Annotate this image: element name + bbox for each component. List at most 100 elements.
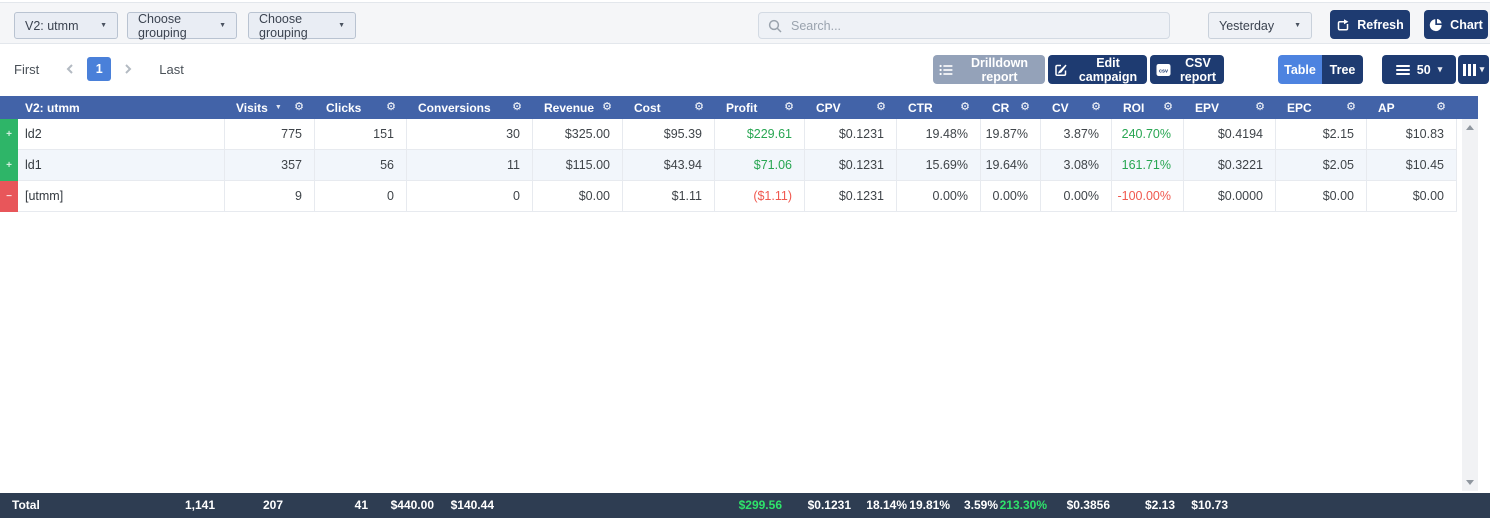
column-settings-gear-icon[interactable]: ⚙ — [512, 101, 522, 113]
column-settings-gear-icon[interactable]: ⚙ — [694, 101, 704, 113]
refresh-button-label: Refresh — [1357, 17, 1404, 32]
total-epv: $0.3856 — [1066, 498, 1110, 512]
columns-icon — [1462, 63, 1476, 76]
vertical-scrollbar[interactable] — [1462, 119, 1478, 491]
cell-cpv: $0.1231 — [805, 181, 897, 212]
drilldown-report-label: Drilldown report — [971, 55, 1028, 84]
column-header-cv[interactable]: CV ⚙ — [1041, 96, 1112, 119]
edit-icon — [1054, 63, 1068, 77]
column-settings-gear-icon[interactable]: ⚙ — [294, 101, 304, 113]
column-header-epc[interactable]: EPC ⚙ — [1276, 96, 1367, 119]
column-header-ctr[interactable]: CTR ⚙ — [897, 96, 981, 119]
row-name-cell: + ld1 — [0, 149, 225, 181]
total-visits: 1,141 — [184, 498, 215, 512]
pagination-page-1[interactable]: 1 — [87, 57, 112, 81]
column-header-roi[interactable]: ROI ⚙ — [1112, 96, 1184, 119]
row-name: [utmm] — [25, 189, 64, 203]
cell-ctr: 0.00% — [897, 181, 981, 212]
total-row: Total 1,141 207 41 $440.00 $140.44 $299.56 $0.… — [0, 493, 1490, 518]
table-row-utmm[interactable]: − [utmm] 9 0 0 $0.00 $1.11 ($1.11) $0.1231 0.00% 0… — [0, 180, 1457, 212]
column-header-profit[interactable]: Profit ⚙ — [715, 96, 805, 119]
list-icon — [939, 63, 953, 77]
edit-campaign-button[interactable]: Edit campaign — [1048, 55, 1147, 84]
pagination-first[interactable]: First — [14, 61, 40, 77]
table-row-ld2[interactable]: + ld2 775 151 30 $325.00 $95.39 $229.61 $0.1231 1… — [0, 118, 1457, 150]
cell-epv: $0.0000 — [1184, 181, 1276, 212]
column-settings-gear-icon[interactable]: ⚙ — [1346, 101, 1356, 113]
date-range-dropdown[interactable]: Yesterday ▼ — [1208, 12, 1312, 39]
column-header-epv[interactable]: EPV ⚙ — [1184, 96, 1276, 119]
search-input[interactable] — [789, 17, 1160, 34]
column-header-conversions[interactable]: Conversions ⚙ — [407, 96, 533, 119]
column-header-revenue[interactable]: Revenue ⚙ — [533, 96, 623, 119]
column-label: EPV — [1195, 100, 1220, 115]
column-settings-gear-icon[interactable]: ⚙ — [1091, 101, 1101, 113]
column-settings-gear-icon[interactable]: ⚙ — [784, 101, 794, 113]
svg-text:csv: csv — [1159, 68, 1168, 74]
column-settings-gear-icon[interactable]: ⚙ — [876, 101, 886, 113]
cell-cv: 0.00% — [1041, 181, 1112, 212]
column-settings-gear-icon[interactable]: ⚙ — [1436, 101, 1446, 113]
total-epc: $2.13 — [1144, 498, 1175, 512]
column-header-ap[interactable]: AP ⚙ — [1367, 96, 1457, 119]
column-settings-gear-icon[interactable]: ⚙ — [1163, 101, 1173, 113]
cell-visits: 775 — [225, 119, 315, 150]
columns-dropdown[interactable]: ▾ — [1458, 55, 1489, 84]
total-cv: 3.59% — [963, 498, 998, 512]
cell-cv: 3.08% — [1041, 150, 1112, 181]
column-settings-gear-icon[interactable]: ⚙ — [960, 101, 970, 113]
row-status-indicator[interactable]: − — [0, 180, 18, 212]
column-header-cpv[interactable]: CPV ⚙ — [805, 96, 897, 119]
row-name-cell: + ld2 — [0, 118, 225, 150]
column-settings-gear-icon[interactable]: ⚙ — [1255, 101, 1265, 113]
cell-clicks: 0 — [315, 181, 407, 212]
cell-epc: $0.00 — [1276, 181, 1367, 212]
search-box — [758, 12, 1170, 39]
column-label: CPV — [816, 100, 841, 115]
rows-per-page-dropdown[interactable]: 50 ▾ — [1382, 55, 1456, 84]
variable-dropdown[interactable]: V2: utmm ▼ — [14, 12, 118, 39]
refresh-button[interactable]: Refresh — [1330, 10, 1410, 39]
column-header-cr[interactable]: CR ⚙ — [981, 96, 1041, 119]
cell-roi: 240.70% — [1112, 119, 1184, 150]
tree-toggle-label: Tree — [1329, 62, 1356, 77]
drilldown-report-button[interactable]: Drilldown report — [933, 55, 1045, 84]
table-row-ld1[interactable]: + ld1 357 56 11 $115.00 $43.94 $71.06 $0.1231 15.… — [0, 149, 1457, 181]
chevron-right-icon[interactable] — [123, 62, 133, 76]
column-label: CV — [1052, 100, 1069, 115]
cell-visits: 9 — [225, 181, 315, 212]
pagination-last[interactable]: Last — [159, 61, 184, 77]
table-view-toggle[interactable]: Table — [1278, 55, 1322, 84]
cell-epc: $2.15 — [1276, 119, 1367, 150]
column-header-v2-utmm[interactable]: V2: utmm — [0, 96, 225, 119]
csv-report-button[interactable]: csv CSV report — [1150, 55, 1224, 84]
chart-button[interactable]: Chart — [1424, 10, 1488, 39]
cell-revenue: $325.00 — [533, 119, 623, 150]
table-toggle-label: Table — [1284, 62, 1316, 77]
scroll-up-icon[interactable] — [1466, 125, 1474, 130]
column-header-clicks[interactable]: Clicks ⚙ — [315, 96, 407, 119]
column-header-visits[interactable]: Visits ▼ ⚙ — [225, 96, 315, 119]
cell-cost: $1.11 — [623, 181, 715, 212]
grouping-dropdown-1-value: Choose grouping — [138, 11, 187, 40]
cell-ap: $0.00 — [1367, 181, 1457, 212]
column-settings-gear-icon[interactable]: ⚙ — [602, 101, 612, 113]
cell-revenue: $0.00 — [533, 181, 623, 212]
column-header-cost[interactable]: Cost ⚙ — [623, 96, 715, 119]
column-label: Revenue — [544, 100, 595, 115]
cell-cpv: $0.1231 — [805, 119, 897, 150]
cell-ap: $10.83 — [1367, 119, 1457, 150]
total-profit: $299.56 — [738, 498, 782, 512]
tree-view-toggle[interactable]: Tree — [1322, 55, 1363, 84]
chevron-left-icon[interactable] — [65, 62, 75, 76]
cell-epv: $0.4194 — [1184, 119, 1276, 150]
column-label: CTR — [908, 100, 933, 115]
column-settings-gear-icon[interactable]: ⚙ — [386, 101, 396, 113]
grouping-dropdown-1[interactable]: Choose grouping ▼ — [127, 11, 237, 40]
row-status-indicator[interactable]: + — [0, 118, 18, 150]
grouping-dropdown-2[interactable]: Choose grouping ▼ — [248, 12, 356, 40]
row-status-indicator[interactable]: + — [0, 149, 18, 181]
column-label: Conversions — [418, 100, 491, 115]
column-settings-gear-icon[interactable]: ⚙ — [1020, 101, 1030, 113]
scroll-down-icon[interactable] — [1466, 480, 1474, 485]
